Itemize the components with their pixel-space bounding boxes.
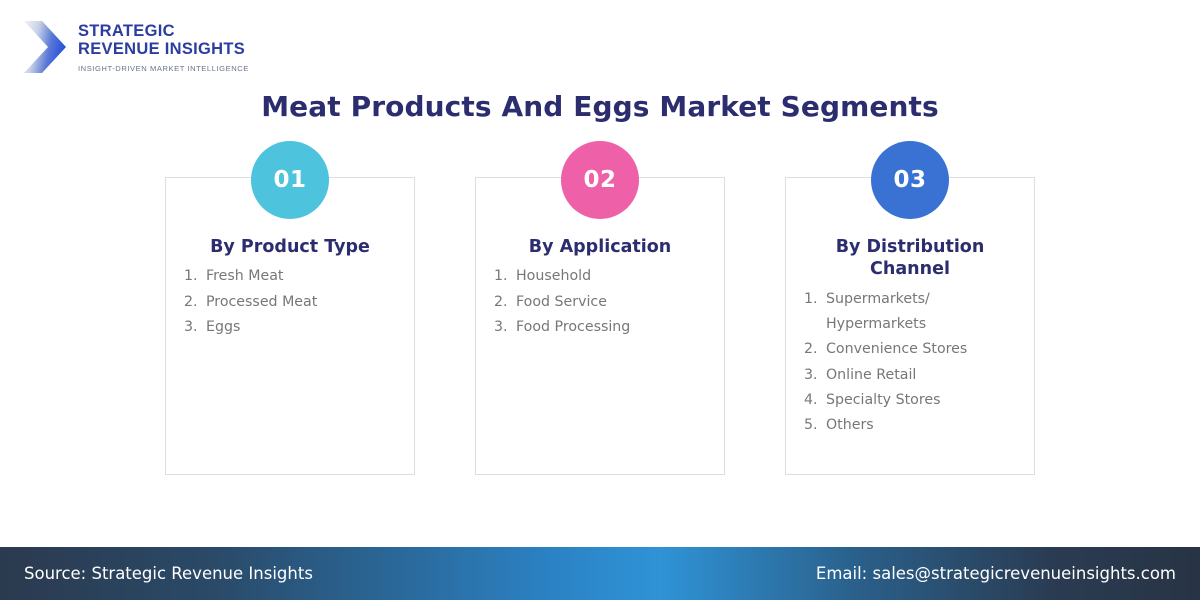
- segment-title: By Distribution Channel: [835, 237, 985, 280]
- segment-title: By Product Type: [210, 237, 370, 257]
- list-item: Convenience Stores: [804, 337, 968, 363]
- list-item: Supermarkets/ Hypermarkets: [804, 287, 930, 333]
- list-item: Processed Meat: [184, 290, 318, 316]
- brand-wordmark: STRATEGIC REVENUE INSIGHTS INSIGHT-DRIVE…: [78, 22, 249, 73]
- list-item: Household: [494, 264, 592, 290]
- segments-container: 01 By Product Type Fresh Meat Processed …: [165, 141, 1035, 475]
- list-item: Food Processing: [494, 315, 631, 341]
- page-footer: Source: Strategic Revenue Insights Email…: [0, 547, 1200, 600]
- list-item: Food Service: [494, 290, 607, 316]
- footer-email[interactable]: Email: sales@strategicrevenueinsights.co…: [815, 564, 1176, 583]
- brand-name-line-2: REVENUE INSIGHTS: [78, 40, 246, 59]
- page-title: Meat Products And Eggs Market Segments: [261, 90, 939, 123]
- list-item: Online Retail: [804, 363, 917, 389]
- segment-item-list: Supermarkets/ Hypermarkets Convenience S…: [786, 287, 1034, 439]
- segment-number-badge: 02: [561, 141, 639, 219]
- chevron-arrow-logo-icon: [22, 18, 68, 76]
- segment-card-distribution-channel: 03 By Distribution Channel Supermarkets/…: [785, 141, 1035, 475]
- brand-logo: STRATEGIC REVENUE INSIGHTS INSIGHT-DRIVE…: [22, 18, 249, 76]
- list-item: Specialty Stores: [804, 388, 941, 414]
- segment-card-application: 02 By Application Household Food Service…: [475, 141, 725, 475]
- segment-number-badge: 01: [251, 141, 329, 219]
- footer-source: Source: Strategic Revenue Insights: [24, 564, 313, 583]
- list-item: Others: [804, 413, 874, 439]
- segment-card-product-type: 01 By Product Type Fresh Meat Processed …: [165, 141, 415, 475]
- segment-item-list: Fresh Meat Processed Meat Eggs: [166, 264, 414, 340]
- list-item: Eggs: [184, 315, 241, 341]
- segment-item-list: Household Food Service Food Processing: [476, 264, 724, 340]
- segment-number-badge: 03: [871, 141, 949, 219]
- brand-name-line-1: STRATEGIC: [78, 21, 175, 40]
- brand-tagline: INSIGHT-DRIVEN MARKET INTELLIGENCE: [78, 63, 249, 73]
- list-item: Fresh Meat: [184, 264, 284, 290]
- segment-title: By Application: [528, 237, 672, 257]
